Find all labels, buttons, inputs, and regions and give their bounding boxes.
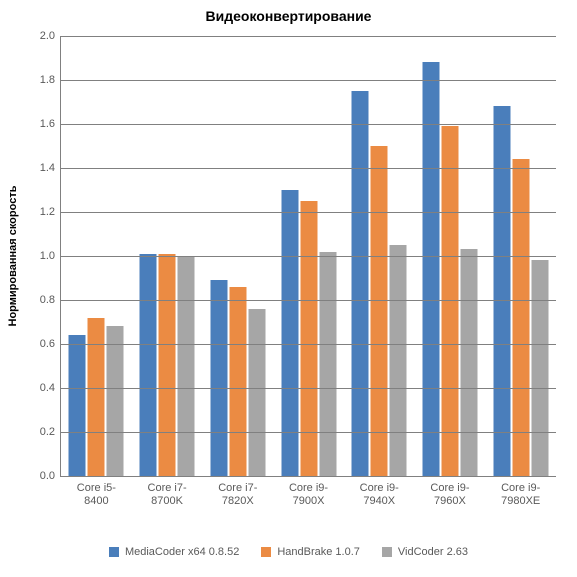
legend-swatch bbox=[109, 547, 119, 557]
y-tick-label: 1.0 bbox=[40, 250, 61, 262]
y-tick-label: 0.0 bbox=[40, 470, 61, 482]
bar bbox=[159, 254, 176, 476]
y-axis-label: Нормированная скорость bbox=[7, 36, 19, 476]
bar bbox=[300, 201, 317, 476]
grid-line bbox=[61, 36, 556, 37]
legend-label: MediaCoder x64 0.8.52 bbox=[125, 546, 239, 558]
y-tick-label: 0.4 bbox=[40, 382, 61, 394]
bar bbox=[531, 260, 548, 476]
y-tick-label: 0.8 bbox=[40, 294, 61, 306]
x-tick-label: Core i9-7980XE bbox=[485, 476, 556, 508]
grid-line bbox=[61, 80, 556, 81]
y-tick-label: 0.6 bbox=[40, 338, 61, 350]
grid-line bbox=[61, 300, 556, 301]
x-tick-label: Core i9-7960X bbox=[415, 476, 486, 508]
bar bbox=[493, 106, 510, 476]
x-tick-label: Core i7-8700K bbox=[132, 476, 203, 508]
grid-line bbox=[61, 168, 556, 169]
legend-swatch bbox=[261, 547, 271, 557]
bar bbox=[107, 326, 124, 476]
legend-item: HandBrake 1.0.7 bbox=[261, 546, 360, 558]
y-tick-label: 1.4 bbox=[40, 162, 61, 174]
legend-label: VidCoder 2.63 bbox=[398, 546, 468, 558]
y-tick-label: 1.6 bbox=[40, 118, 61, 130]
legend: MediaCoder x64 0.8.52 HandBrake 1.0.7 VidC… bbox=[0, 546, 577, 558]
bar bbox=[281, 190, 298, 476]
video-conversion-chart: Видеоконвертирование Нормированная скоро… bbox=[0, 0, 577, 577]
bar bbox=[88, 318, 105, 476]
bar bbox=[69, 335, 86, 476]
grid-line bbox=[61, 124, 556, 125]
bar bbox=[178, 256, 195, 476]
grid-line bbox=[61, 212, 556, 213]
bar bbox=[441, 126, 458, 476]
y-tick-label: 2.0 bbox=[40, 30, 61, 42]
x-tick-label: Core i5-8400 bbox=[61, 476, 132, 508]
plot-area: Нормированная скорость Core i5-8400Core … bbox=[60, 36, 556, 477]
bar bbox=[229, 287, 246, 476]
grid-line bbox=[61, 388, 556, 389]
chart-title: Видеоконвертирование bbox=[0, 8, 577, 24]
bar bbox=[390, 245, 407, 476]
legend-item: VidCoder 2.63 bbox=[382, 546, 468, 558]
x-tick-label: Core i7-7820X bbox=[202, 476, 273, 508]
legend-label: HandBrake 1.0.7 bbox=[277, 546, 360, 558]
bar bbox=[371, 146, 388, 476]
bar bbox=[460, 249, 477, 476]
y-tick-label: 1.2 bbox=[40, 206, 61, 218]
grid-line bbox=[61, 256, 556, 257]
bar bbox=[352, 91, 369, 476]
bar bbox=[319, 252, 336, 476]
bar bbox=[140, 254, 157, 476]
x-tick-label: Core i9-7900X bbox=[273, 476, 344, 508]
grid-line bbox=[61, 432, 556, 433]
bar bbox=[210, 280, 227, 476]
x-tick-label: Core i9-7940X bbox=[344, 476, 415, 508]
y-tick-label: 1.8 bbox=[40, 74, 61, 86]
legend-item: MediaCoder x64 0.8.52 bbox=[109, 546, 239, 558]
grid-line bbox=[61, 344, 556, 345]
bar bbox=[248, 309, 265, 476]
y-tick-label: 0.2 bbox=[40, 426, 61, 438]
bar bbox=[512, 159, 529, 476]
legend-swatch bbox=[382, 547, 392, 557]
